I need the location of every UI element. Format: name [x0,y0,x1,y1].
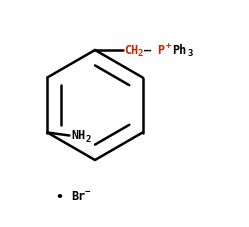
Text: 2: 2 [138,49,143,59]
Text: •: • [55,190,63,203]
Text: P: P [157,44,164,57]
Text: 3: 3 [187,49,192,59]
Text: —: — [144,44,151,57]
Text: Ph: Ph [172,44,186,57]
Text: −: − [85,188,90,197]
Text: NH: NH [71,129,86,142]
Text: CH: CH [124,44,138,57]
Text: Br: Br [71,190,85,203]
Text: 2: 2 [85,135,91,144]
Text: +: + [166,40,171,49]
